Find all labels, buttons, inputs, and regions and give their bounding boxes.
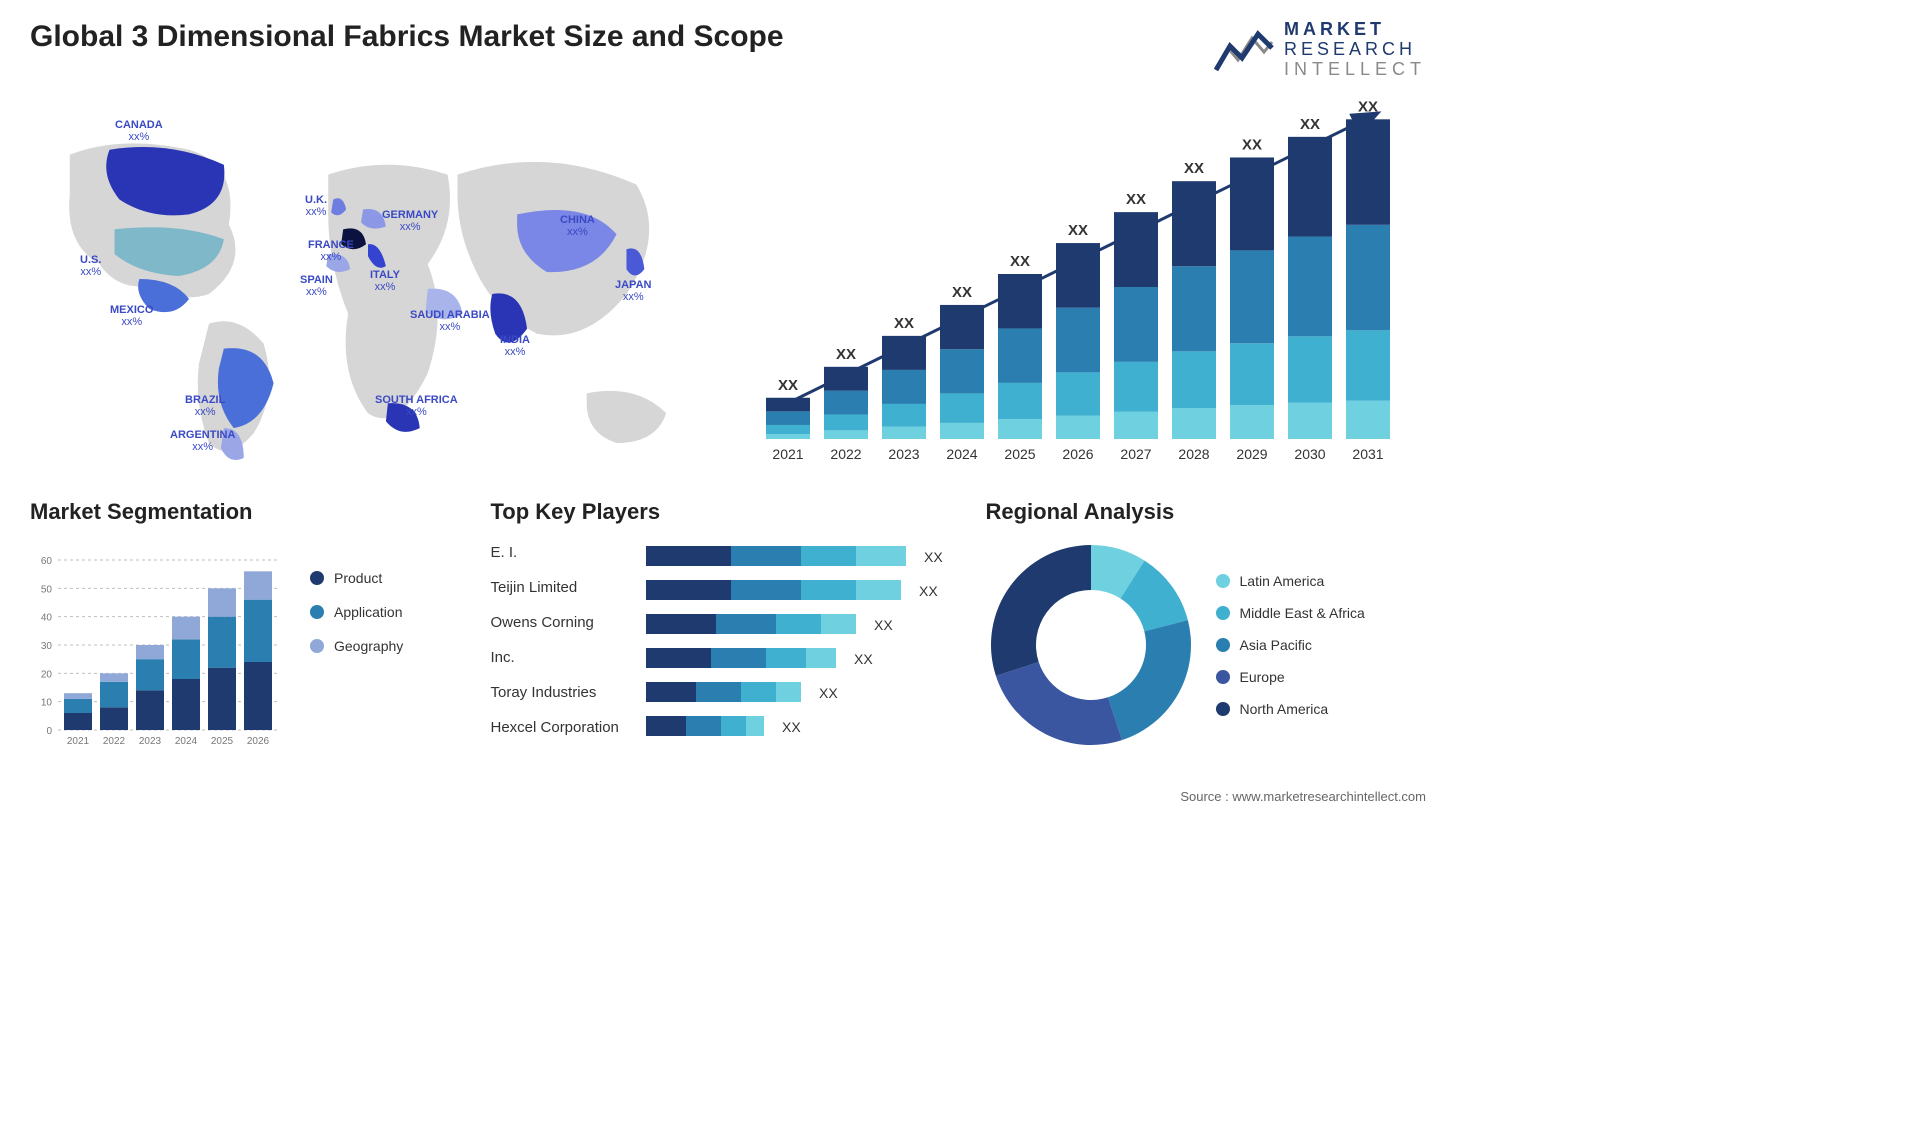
world-map-panel: CANADAxx% U.S.xx% MEXICOxx% BRAZILxx% ARGENT… — [30, 94, 706, 474]
player-name: Teijin Limited — [491, 579, 631, 596]
regional-legend-item: Asia Pacific — [1216, 637, 1365, 653]
svg-text:2025: 2025 — [211, 736, 234, 747]
regional-donut-chart — [986, 540, 1196, 750]
svg-text:2024: 2024 — [946, 446, 977, 462]
logo-text-2: RESEARCH — [1284, 40, 1426, 60]
map-label-u-k-: U.K.xx% — [305, 194, 327, 218]
svg-text:20: 20 — [41, 670, 53, 681]
svg-text:XX: XX — [1010, 253, 1030, 270]
regional-legend-item: Middle East & Africa — [1216, 605, 1365, 621]
svg-text:XX: XX — [874, 617, 893, 633]
regional-section: Regional Analysis Latin America Middle Ea… — [986, 499, 1427, 765]
segmentation-legend: Product Application Geography — [310, 570, 403, 750]
svg-text:2025: 2025 — [1004, 446, 1035, 462]
svg-text:10: 10 — [41, 698, 53, 709]
players-bar-chart: XX XX XX XX XX XX — [646, 540, 966, 760]
svg-text:XX: XX — [782, 719, 801, 735]
svg-text:2023: 2023 — [888, 446, 919, 462]
seg-legend-geography: Geography — [310, 638, 403, 654]
growth-bar-chart: XX 2021 XX 2022 XX 2023 XX 2024 XX 2025 XX 2026 XX 20… — [746, 94, 1426, 474]
map-label-france: FRANCExx% — [308, 239, 354, 263]
svg-text:0: 0 — [46, 726, 52, 737]
map-label-italy: ITALYxx% — [370, 269, 400, 293]
world-map — [30, 94, 706, 474]
logo-mark-icon — [1214, 28, 1274, 72]
svg-text:2021: 2021 — [772, 446, 803, 462]
map-label-saudi-arabia: SAUDI ARABIAxx% — [410, 309, 490, 333]
svg-text:XX: XX — [919, 583, 938, 599]
svg-text:2024: 2024 — [175, 736, 198, 747]
player-name: E. I. — [491, 544, 631, 561]
page-title: Global 3 Dimensional Fabrics Market Size… — [30, 20, 784, 54]
svg-text:2029: 2029 — [1236, 446, 1267, 462]
svg-text:XX: XX — [1300, 116, 1320, 133]
map-label-canada: CANADAxx% — [115, 119, 163, 143]
logo-text-3: INTELLECT — [1284, 60, 1426, 80]
svg-text:2031: 2031 — [1352, 446, 1383, 462]
svg-text:2026: 2026 — [247, 736, 270, 747]
svg-text:2023: 2023 — [139, 736, 162, 747]
map-label-india: INDIAxx% — [500, 334, 530, 358]
growth-chart-panel: XX 2021 XX 2022 XX 2023 XX 2024 XX 2025 XX 2026 XX 20… — [746, 94, 1426, 474]
regional-legend-item: Latin America — [1216, 573, 1365, 589]
player-name: Hexcel Corporation — [491, 719, 631, 736]
svg-text:2030: 2030 — [1294, 446, 1325, 462]
map-label-argentina: ARGENTINAxx% — [170, 429, 235, 453]
segmentation-title: Market Segmentation — [30, 499, 471, 525]
seg-legend-application: Application — [310, 604, 403, 620]
map-label-u-s-: U.S.xx% — [80, 254, 101, 278]
source-attribution: Source : www.marketresearchintellect.com — [1180, 789, 1426, 804]
svg-text:XX: XX — [778, 377, 798, 394]
svg-text:XX: XX — [1126, 192, 1146, 209]
svg-text:2022: 2022 — [103, 736, 126, 747]
map-label-mexico: MEXICOxx% — [110, 304, 153, 328]
segmentation-chart: 0 10 20 30 40 50 60 2021 2022 2023 2024 2025 2026 — [30, 540, 290, 750]
players-title: Top Key Players — [491, 499, 966, 525]
regional-legend-item: Europe — [1216, 669, 1365, 685]
regional-title: Regional Analysis — [986, 499, 1427, 525]
svg-text:XX: XX — [1184, 161, 1204, 178]
svg-text:XX: XX — [1068, 222, 1088, 239]
svg-text:XX: XX — [854, 651, 873, 667]
regional-legend: Latin America Middle East & Africa Asia Pa… — [1216, 573, 1365, 717]
svg-text:XX: XX — [924, 549, 943, 565]
map-label-japan: JAPANxx% — [615, 279, 651, 303]
map-label-spain: SPAINxx% — [300, 274, 333, 298]
svg-text:XX: XX — [836, 346, 856, 363]
svg-text:2028: 2028 — [1178, 446, 1209, 462]
brand-logo: MARKET RESEARCH INTELLECT — [1214, 20, 1426, 79]
logo-text-1: MARKET — [1284, 20, 1426, 40]
svg-text:2021: 2021 — [67, 736, 90, 747]
map-label-germany: GERMANYxx% — [382, 209, 438, 233]
player-name: Owens Corning — [491, 614, 631, 631]
svg-text:60: 60 — [41, 556, 53, 567]
svg-text:2026: 2026 — [1062, 446, 1093, 462]
map-label-brazil: BRAZILxx% — [185, 394, 225, 418]
players-section: Top Key Players E. I. Teijin Limited Owens… — [491, 499, 966, 765]
player-name: Toray Industries — [491, 684, 631, 701]
svg-text:40: 40 — [41, 613, 53, 624]
svg-text:XX: XX — [1358, 99, 1378, 116]
seg-legend-product: Product — [310, 570, 403, 586]
svg-text:2022: 2022 — [830, 446, 861, 462]
player-name: Inc. — [491, 649, 631, 666]
segmentation-section: Market Segmentation 0 10 20 30 40 50 60 2021 202… — [30, 499, 471, 765]
svg-text:XX: XX — [819, 685, 838, 701]
svg-text:XX: XX — [1242, 137, 1262, 154]
map-label-china: CHINAxx% — [560, 214, 595, 238]
svg-text:50: 50 — [41, 585, 53, 596]
svg-text:XX: XX — [894, 315, 914, 332]
svg-text:XX: XX — [952, 284, 972, 301]
map-label-south-africa: SOUTH AFRICAxx% — [375, 394, 458, 418]
svg-text:2027: 2027 — [1120, 446, 1151, 462]
regional-legend-item: North America — [1216, 701, 1365, 717]
svg-text:30: 30 — [41, 641, 53, 652]
players-name-list: E. I. Teijin Limited Owens Corning Inc. Tora… — [491, 544, 631, 765]
